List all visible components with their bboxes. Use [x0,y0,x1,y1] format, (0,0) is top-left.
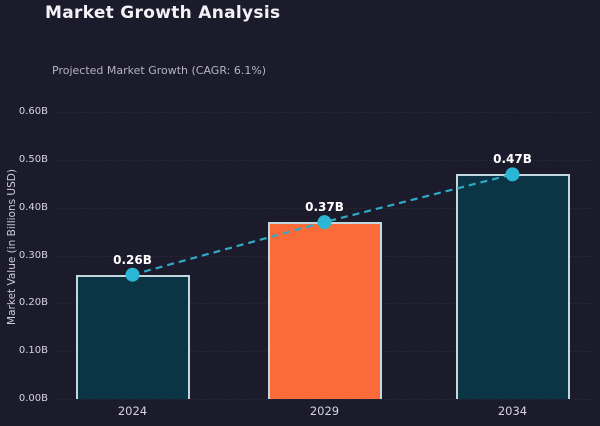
x-tick-label-2024: 2024 [117,404,148,418]
y-tick-label: 0.40B [18,201,48,213]
y-tick-label: 0.20B [18,297,48,309]
data-point-marker-2034 [505,167,520,182]
x-tick-label-2034: 2034 [497,404,528,418]
gridline [55,399,592,400]
value-label-2029: 0.37B [305,200,344,215]
x-tick-label-2029: 2029 [309,404,340,418]
gridline [55,207,592,209]
data-point-marker-2024 [125,267,140,282]
y-tick-label: 0.50B [18,154,48,165]
y-tick-label: 0.10B [18,345,48,357]
value-label-2034: 0.47B [493,152,532,167]
chart-title: Market Growth Analysis [45,3,281,23]
y-tick-label: 0.00B [18,393,48,404]
gridline [55,112,592,114]
y-tick-label: 0.60B [18,106,48,118]
bar-2034 [455,174,570,399]
gridline [55,160,592,161]
data-point-marker-2029 [317,215,332,230]
value-label-2024: 0.26B [113,252,152,267]
y-tick-label: 0.30B [18,249,48,261]
trend-line [132,173,513,276]
chart-subtitle: Projected Market Growth (CAGR: 6.1%) [52,64,267,77]
bar-2029 [267,222,382,399]
